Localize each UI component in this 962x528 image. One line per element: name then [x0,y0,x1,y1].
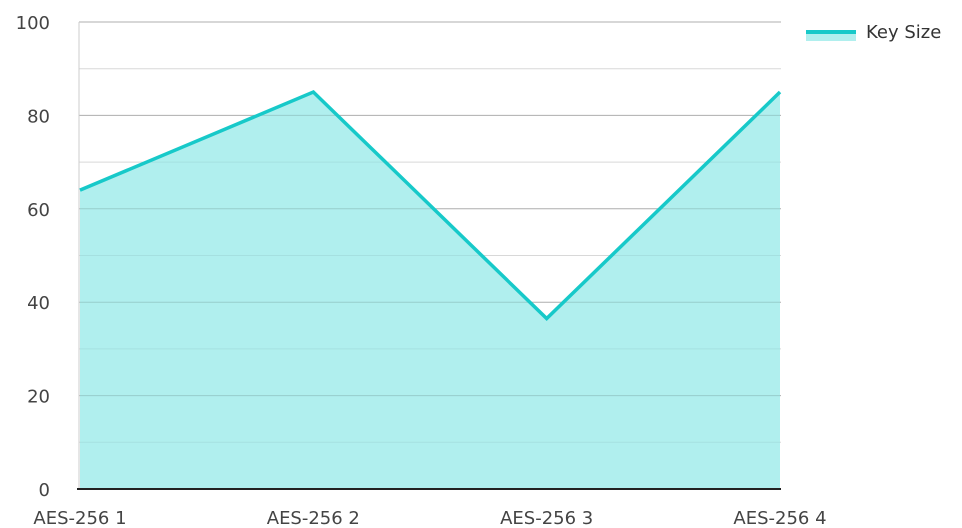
x-tick-label: AES-256 4 [733,508,826,528]
y-tick-label: 0 [39,480,50,501]
y-tick-label: 20 [27,387,50,408]
y-tick-label: 100 [16,13,50,34]
axis-layer [77,22,781,490]
area-fill-key-size [80,92,780,490]
area-layer [79,21,781,490]
x-tick-label: AES-256 1 [33,508,126,528]
y-tick-labels: 0 20 40 60 80 100 [16,13,50,501]
legend-swatch [806,25,856,41]
legend-swatch-line [806,29,856,34]
series-line-key-size [79,89,782,321]
legend-label-key-size: Key Size [866,22,942,43]
line-layer [79,89,782,321]
x-tick-labels: AES-256 1 AES-256 2 AES-256 3 AES-256 4 [33,508,826,528]
legend: Key Size [806,22,941,43]
y-tick-label: 40 [27,293,50,314]
y-tick-label: 80 [27,106,50,127]
y-tick-label: 60 [27,200,50,221]
legend-swatch-fill [806,30,856,41]
x-tick-label: AES-256 3 [500,508,593,528]
x-tick-label: AES-256 2 [267,508,360,528]
